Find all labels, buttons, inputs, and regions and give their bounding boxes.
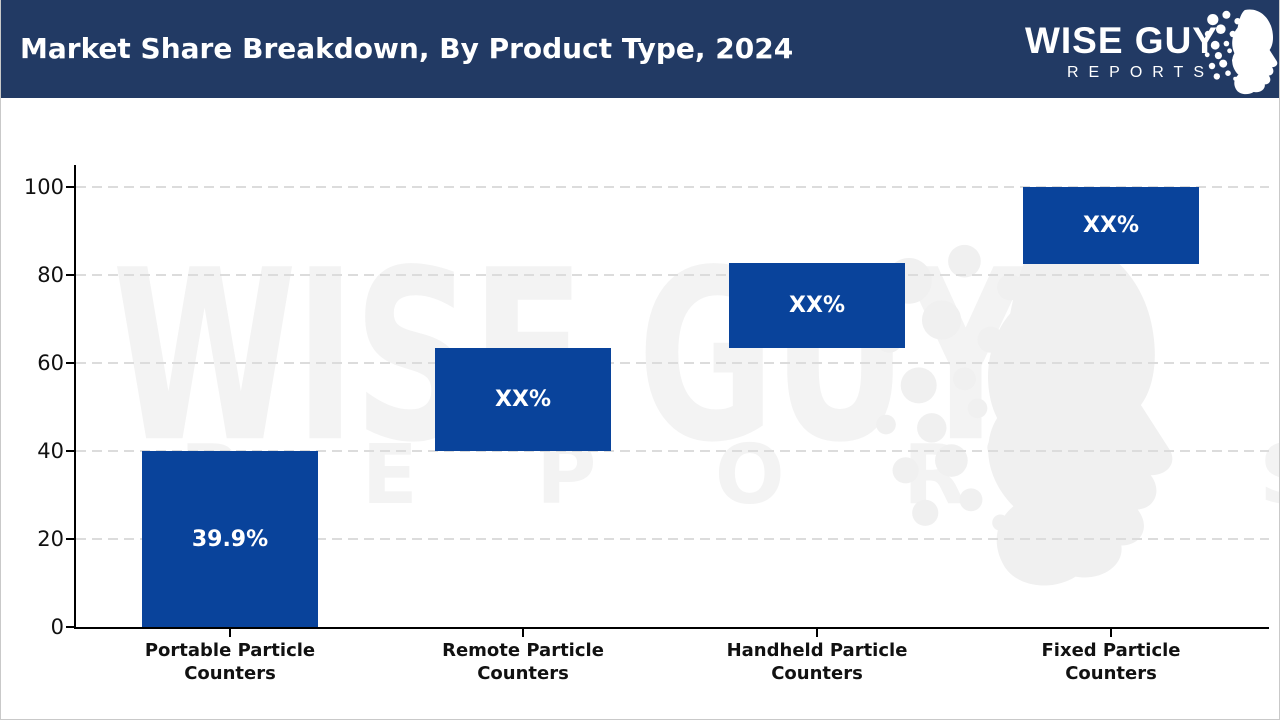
bar-fixed-particle-counters: XX% <box>1023 187 1199 264</box>
x-axis-line <box>74 627 1269 629</box>
y-tick-label-100: 100 <box>23 175 64 199</box>
wise-guy-reports-logo: WISE GUY REPORTS <box>1010 0 1280 98</box>
y-tick-label-60: 60 <box>37 351 64 375</box>
y-tick-label-80: 80 <box>37 263 64 287</box>
y-tick-label-0: 0 <box>50 615 64 639</box>
bar-value-label: XX% <box>789 293 845 319</box>
bar-remote-particle-counters: XX% <box>435 348 611 451</box>
bar-value-label: XX% <box>495 387 551 413</box>
y-tick-100 <box>66 186 74 188</box>
y-tick-60 <box>66 362 74 364</box>
y-tick-40 <box>66 450 74 452</box>
x-tick-portable-particle-counters <box>229 629 231 637</box>
y-tick-label-40: 40 <box>37 439 64 463</box>
gridline-100 <box>76 186 1269 188</box>
logo-brand-text: WISE GUY <box>1024 20 1218 61</box>
bar-value-label: 39.9% <box>191 526 269 552</box>
header-band: Market Share Breakdown, By Product Type,… <box>0 0 1280 98</box>
x-tick-fixed-particle-counters <box>1110 629 1112 637</box>
bar-value-label: XX% <box>1083 213 1139 238</box>
logo-reports-text: REPORTS <box>1066 64 1214 81</box>
y-tick-20 <box>66 538 74 540</box>
x-category-label-handheld-particle-counters: Handheld Particle Counters <box>726 640 908 684</box>
x-tick-handheld-particle-counters <box>816 629 818 637</box>
x-category-label-fixed-particle-counters: Fixed Particle Counters <box>1041 640 1181 684</box>
logo-head-icon <box>1204 9 1278 95</box>
gridline-20 <box>76 538 1269 540</box>
bar-handheld-particle-counters: XX% <box>729 263 905 349</box>
x-category-label-portable-particle-counters: Portable Particle Counters <box>144 640 316 684</box>
y-tick-label-20: 20 <box>37 527 64 551</box>
page-title: Market Share Breakdown, By Product Type,… <box>20 32 794 65</box>
bar-portable-particle-counters: 39.9% <box>142 451 318 627</box>
gridline-40 <box>76 450 1269 452</box>
x-category-label-remote-particle-counters: Remote Particle Counters <box>442 640 604 684</box>
y-tick-80 <box>66 274 74 276</box>
y-tick-0 <box>66 626 74 628</box>
x-tick-remote-particle-counters <box>522 629 524 637</box>
gridline-60 <box>76 362 1269 364</box>
y-axis-line <box>74 165 76 629</box>
gridline-80 <box>76 274 1269 276</box>
